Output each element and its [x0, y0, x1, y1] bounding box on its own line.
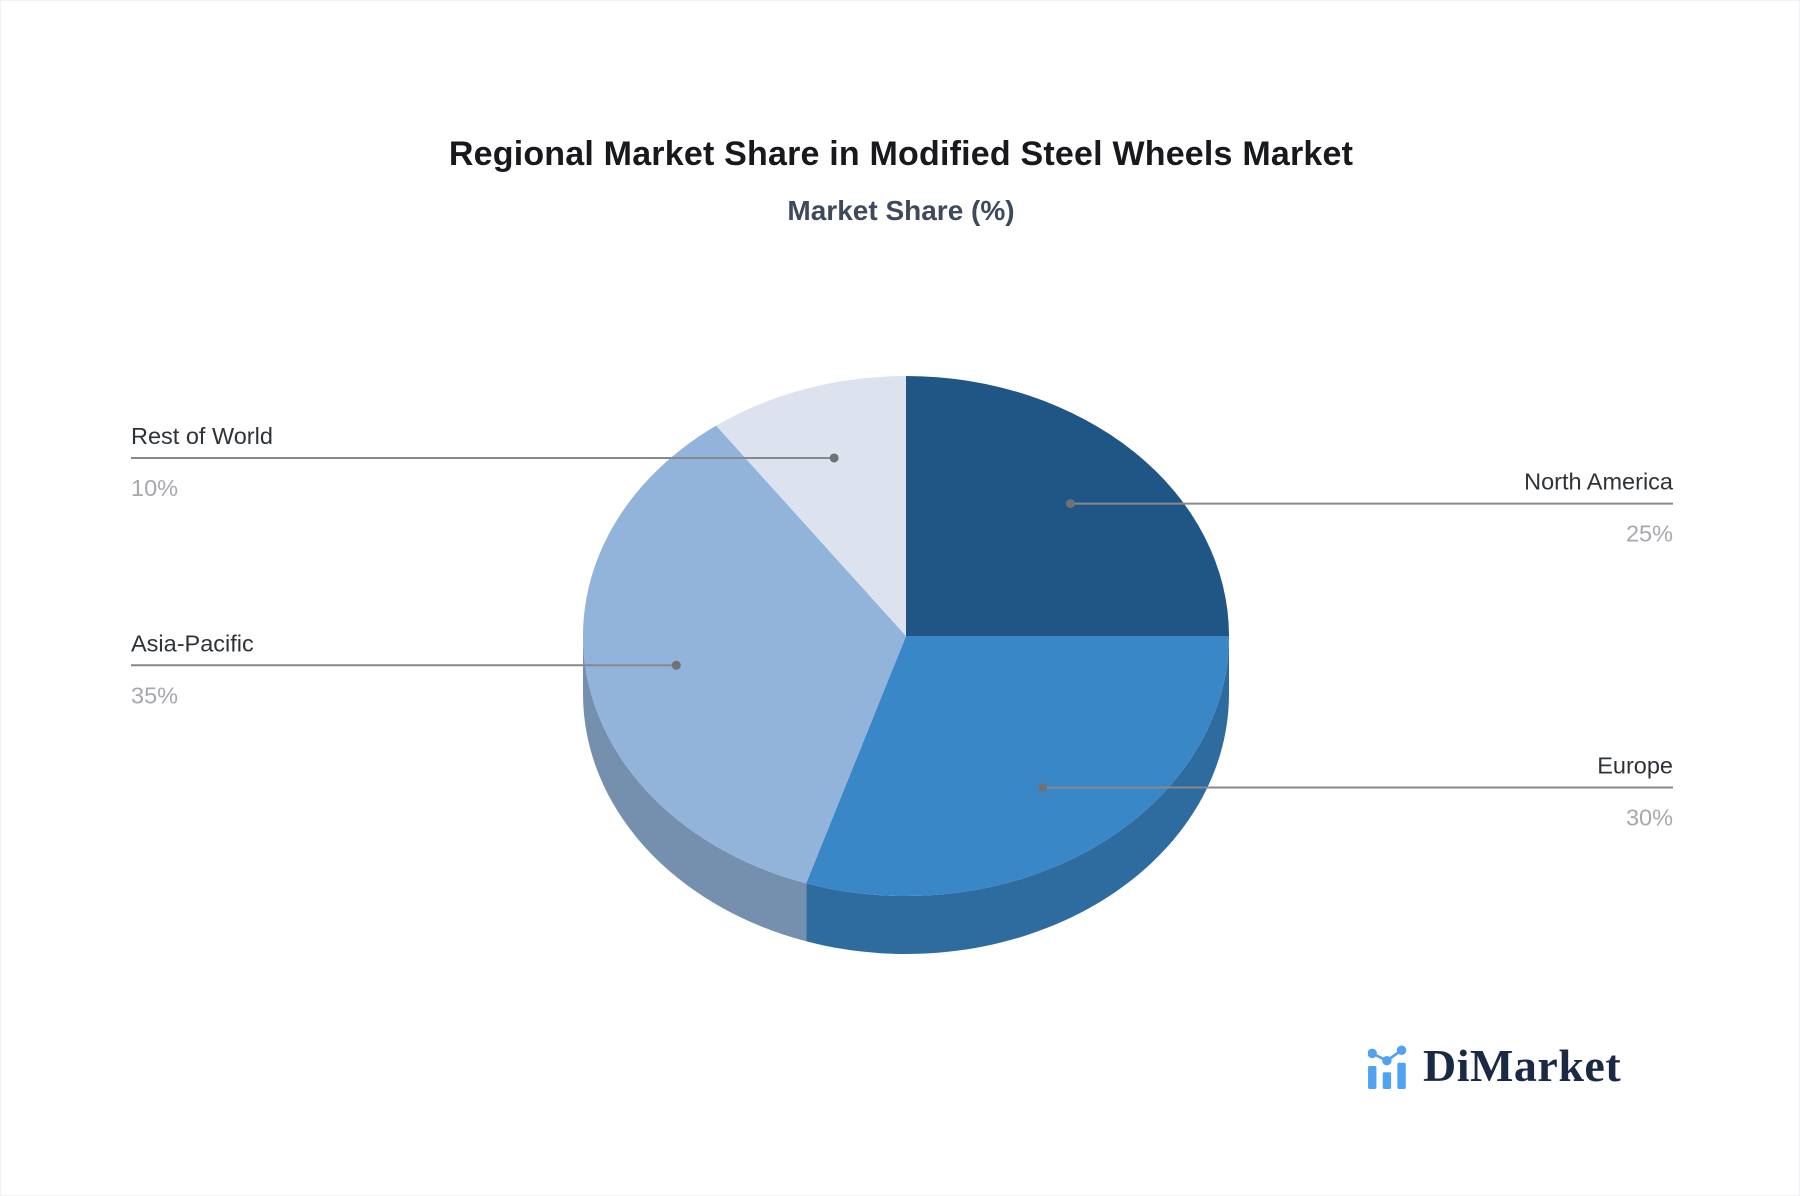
chart-title: Regional Market Share in Modified Steel …: [448, 135, 1354, 173]
pie-slice-asia-pacific[interactable]: [582, 425, 906, 884]
slice-value-asia-pacific: 35%: [131, 682, 178, 708]
slice-label-asia-pacific: Asia-Pacific: [131, 630, 254, 656]
chart-subtitle: Market Share (%): [787, 195, 1015, 226]
slice-value-rest-of-world: 10%: [131, 475, 178, 501]
brand-logo: DiMarket: [1368, 1043, 1621, 1089]
leader-dot-rest-of-world: [829, 453, 839, 463]
slice-value-north-america: 25%: [1626, 521, 1673, 547]
slice-label-europe: Europe: [1597, 752, 1673, 778]
pie-slice-rest-of-world[interactable]: [716, 376, 906, 636]
slice-value-europe: 30%: [1626, 804, 1673, 830]
leader-dot-north-america: [1065, 499, 1075, 509]
bar-chart-icon: [1368, 1045, 1407, 1089]
pie-slice-side-europe: [806, 636, 1229, 955]
leader-dot-asia-pacific: [671, 660, 681, 670]
slice-label-north-america: North America: [1524, 469, 1674, 495]
pie-slice-europe[interactable]: [806, 636, 1229, 896]
slice-label-rest-of-world: Rest of World: [131, 423, 273, 449]
brand-name: DiMarket: [1423, 1040, 1622, 1091]
leader-dot-europe: [1038, 782, 1048, 792]
pie-slice-side-asia-pacific: [583, 636, 807, 942]
